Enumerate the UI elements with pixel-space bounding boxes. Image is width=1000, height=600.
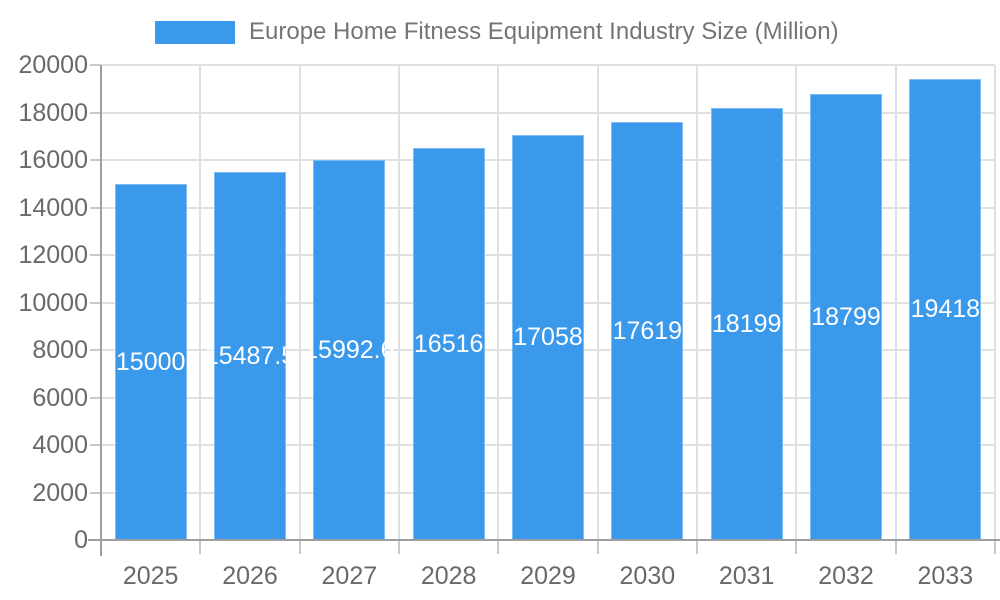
bar-value-label: 16516 <box>413 329 484 358</box>
bar-2032[interactable] <box>810 93 882 540</box>
x-axis-tick <box>696 540 698 554</box>
y-tick-label: 6000 <box>32 383 88 412</box>
x-axis-tick <box>199 540 202 554</box>
x-tick-label: 2032 <box>818 562 874 590</box>
y-axis-tick <box>90 64 101 66</box>
bar-value-label: 18199 <box>711 309 782 338</box>
bar-value-label: 15992.6 <box>304 336 395 365</box>
x-axis-tick <box>497 540 500 554</box>
y-gridline <box>101 64 995 66</box>
x-gridline <box>596 65 599 540</box>
y-axis-line <box>100 65 102 556</box>
bar-value-label: 17058 <box>513 323 583 352</box>
y-tick-label: 12000 <box>18 241 88 269</box>
bar-value-label: 15000 <box>115 347 186 376</box>
legend[interactable]: Europe Home Fitness Equipment Industry S… <box>155 18 839 46</box>
x-gridline <box>199 65 202 540</box>
x-axis-tick <box>298 540 301 554</box>
x-tick-label: 2033 <box>917 562 974 590</box>
bar-2031[interactable] <box>710 107 783 540</box>
y-tick-label: 16000 <box>18 146 88 174</box>
x-tick-label: 2031 <box>718 562 775 590</box>
x-gridline <box>696 65 698 540</box>
y-tick-label: 0 <box>74 526 88 554</box>
y-axis-tick <box>90 491 101 494</box>
x-tick-label: 2030 <box>619 562 676 590</box>
legend-swatch[interactable] <box>155 20 235 44</box>
x-tick-label: 2029 <box>520 562 576 590</box>
y-axis-tick <box>90 301 101 304</box>
bar-2026[interactable] <box>214 172 286 540</box>
x-gridline <box>497 65 500 540</box>
bar-2025[interactable] <box>114 183 187 540</box>
y-axis-tick <box>90 206 101 209</box>
x-tick-label: 2028 <box>420 562 477 590</box>
y-tick-label: 4000 <box>32 431 88 459</box>
y-axis-tick <box>90 254 101 256</box>
y-axis-tick <box>90 159 101 161</box>
y-tick-label: 8000 <box>32 336 88 364</box>
bar-2030[interactable] <box>611 121 684 540</box>
y-tick-label: 14000 <box>18 193 88 222</box>
x-axis-tick <box>398 540 400 554</box>
y-gridline <box>101 111 995 114</box>
x-tick-label: 2027 <box>321 562 378 590</box>
y-tick-label: 2000 <box>32 478 88 507</box>
bar-2028[interactable] <box>412 147 485 540</box>
bar-2033[interactable] <box>909 78 982 540</box>
y-axis-tick <box>90 111 101 114</box>
bar-value-label: 15487.5 <box>204 342 296 371</box>
y-axis-tick <box>90 396 101 399</box>
x-gridline <box>398 65 400 540</box>
x-gridline <box>994 65 996 540</box>
x-gridline <box>298 65 301 540</box>
x-gridline <box>795 65 798 540</box>
legend-label[interactable]: Europe Home Fitness Equipment Industry S… <box>249 18 839 45</box>
bar-value-label: 18799 <box>811 302 881 331</box>
x-axis-tick <box>596 540 599 554</box>
x-gridline <box>894 65 897 540</box>
y-axis-tick <box>90 444 101 446</box>
x-axis-line <box>88 539 1000 541</box>
bar-value-label: 17619 <box>612 316 683 345</box>
y-tick-label: 18000 <box>18 98 88 127</box>
y-tick-label: 10000 <box>18 288 88 317</box>
bar-value-label: 19418 <box>910 295 981 324</box>
bar-2027[interactable] <box>313 160 386 540</box>
x-axis-tick <box>994 540 996 554</box>
y-tick-label: 20000 <box>18 51 88 79</box>
x-tick-label: 2026 <box>222 562 278 590</box>
x-tick-label: 2025 <box>122 562 179 590</box>
x-axis-tick <box>894 540 897 554</box>
x-axis-tick <box>795 540 798 554</box>
y-axis-tick <box>90 349 101 351</box>
bar-2029[interactable] <box>512 134 584 540</box>
